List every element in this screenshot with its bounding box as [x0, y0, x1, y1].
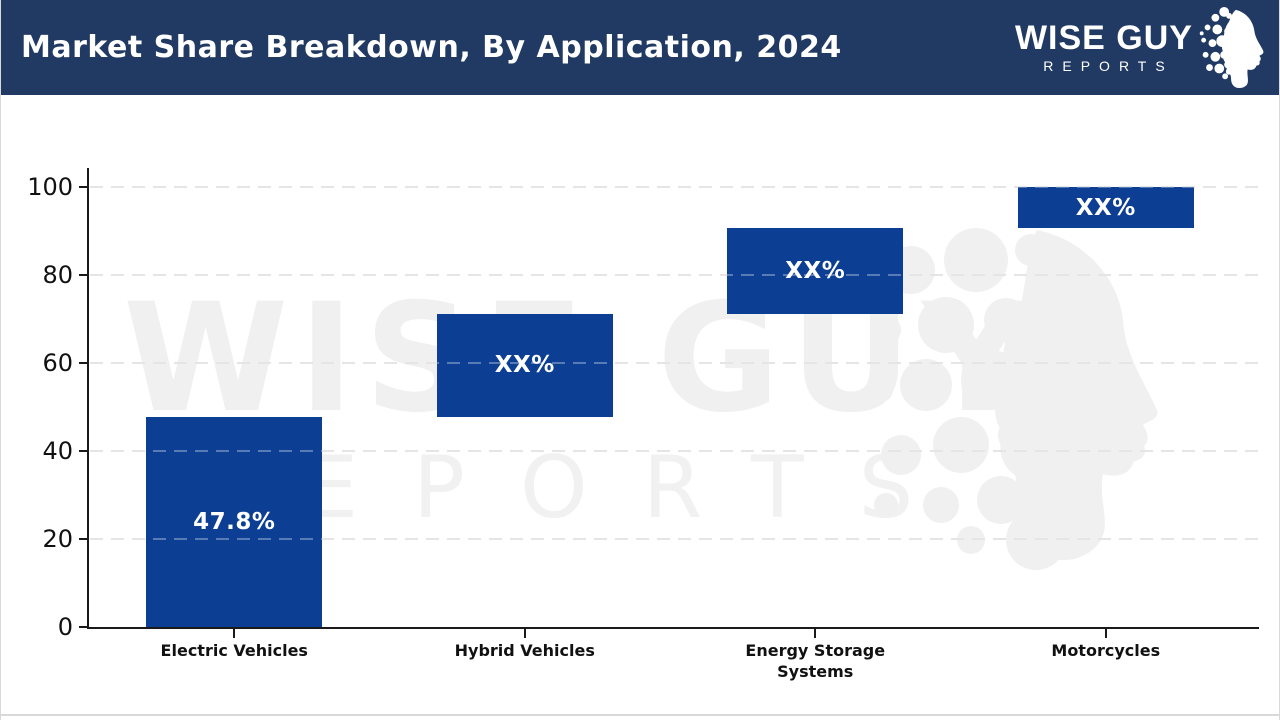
y-tick-label-0: 0 — [57, 613, 73, 641]
y-tick-label-40: 40 — [42, 437, 73, 465]
y-axis-line — [87, 168, 89, 629]
y-tick-label-100: 100 — [27, 173, 73, 201]
y-tick-label-80: 80 — [42, 261, 73, 289]
logo-wordmark: WISE GUY — [1014, 18, 1193, 57]
x-label-electric-vehicles: Electric Vehicles — [160, 641, 308, 660]
bar-value-label-motorcycles: XX% — [1075, 194, 1136, 221]
y-tick-0 — [79, 626, 88, 628]
gridline-20 — [90, 538, 1263, 540]
gridline-overlay-20 — [90, 538, 1263, 540]
gridline-overlay-60 — [90, 362, 1263, 364]
bar-value-label-hybrid-vehicles: XX% — [494, 352, 555, 379]
bar-hybrid-vehicles: XX% — [436, 314, 613, 417]
gridline-overlay-100 — [90, 186, 1263, 188]
gridline-overlay-80 — [90, 274, 1263, 276]
bar-value-label-electric-vehicles: 47.8% — [193, 508, 276, 535]
logo-head-icon — [1199, 6, 1264, 88]
brand-logo: WISE GUY REPORTS — [1015, 0, 1267, 95]
gridline-overlay-40 — [90, 450, 1263, 452]
x-tick-electric-vehicles — [233, 629, 236, 638]
y-tick-40 — [79, 450, 88, 452]
y-tick-100 — [79, 186, 88, 188]
x-label-energy-storage-systems: Energy Storage Systems — [745, 641, 886, 681]
bar-motorcycles: XX% — [1017, 187, 1194, 229]
x-label-hybrid-vehicles: Hybrid Vehicles — [454, 641, 595, 660]
header-bar: Market Share Breakdown, By Application, … — [1, 0, 1279, 95]
y-tick-20 — [79, 538, 88, 540]
bottom-divider — [1, 714, 1279, 716]
bar-energy-storage-systems: XX% — [727, 228, 904, 315]
y-tick-80 — [79, 274, 88, 276]
x-tick-hybrid-vehicles — [523, 629, 526, 638]
x-tick-motorcycles — [1104, 629, 1107, 638]
bar-electric-vehicles: 47.8% — [146, 416, 323, 627]
gridline-40 — [90, 450, 1263, 452]
y-tick-label-20: 20 — [42, 525, 73, 553]
gridline-60 — [90, 362, 1263, 364]
x-label-motorcycles: Motorcycles — [1051, 641, 1161, 660]
bar-value-label-energy-storage-systems: XX% — [785, 258, 846, 285]
gridline-100 — [90, 186, 1263, 188]
watermark-head-logo — [869, 228, 1158, 570]
x-tick-energy-storage-systems — [814, 629, 817, 638]
logo-subtext: REPORTS — [1043, 58, 1174, 75]
y-tick-label-60: 60 — [42, 349, 73, 377]
y-tick-60 — [79, 362, 88, 364]
x-axis-line — [87, 627, 1259, 629]
gridline-80 — [90, 274, 1263, 276]
chart-title: Market Share Breakdown, By Application, … — [21, 30, 842, 65]
